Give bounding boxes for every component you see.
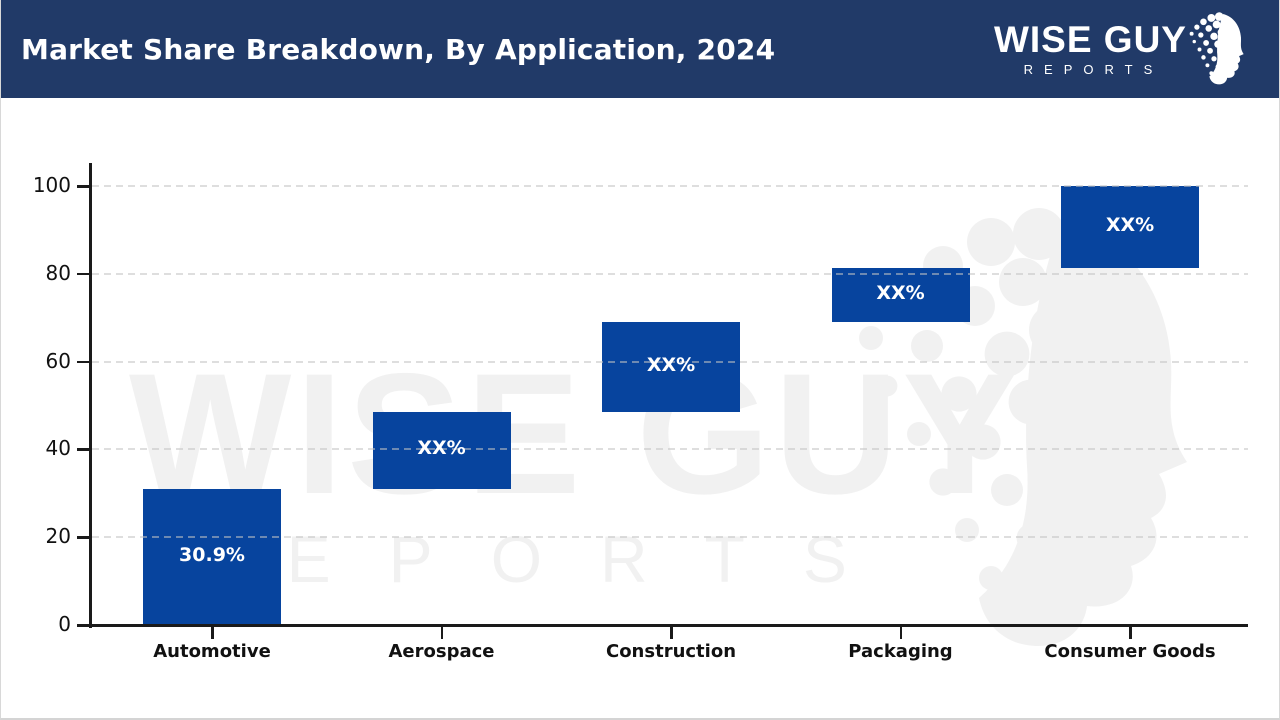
x-axis-label-aerospace: Aerospace — [388, 641, 495, 662]
x-axis-label-automotive: Automotive — [153, 641, 271, 662]
bar-value-label-aerospace: XX% — [417, 437, 466, 460]
gridline — [92, 448, 1248, 451]
y-tick-label: 0 — [58, 612, 71, 636]
bar-packaging — [831, 267, 970, 323]
y-tick — [77, 536, 89, 539]
x-tick — [670, 627, 673, 639]
x-axis-label-packaging: Packaging — [848, 641, 953, 662]
bar-value-label-consumer-goods: XX% — [1105, 213, 1155, 236]
bar-value-label-packaging: XX% — [876, 281, 925, 304]
y-tick-label: 80 — [45, 260, 71, 285]
bar-value-label-automotive: 30.9% — [179, 544, 245, 567]
brand-logo: WISE GUY REPORTS — [994, 10, 1247, 89]
y-tick — [77, 185, 89, 188]
gridline — [92, 185, 1248, 187]
bar-consumer-goods — [1061, 186, 1199, 268]
y-tick — [77, 448, 89, 451]
y-tick-label: 20 — [45, 524, 71, 549]
y-tick — [77, 360, 89, 364]
x-axis-label-construction: Construction — [605, 641, 737, 662]
brand-head-icon — [1181, 10, 1247, 89]
y-axis-line — [89, 163, 92, 628]
gridline — [92, 536, 1248, 539]
gridline — [92, 360, 1248, 363]
y-tick-label: 100 — [32, 173, 71, 197]
bar-automotive — [143, 489, 281, 625]
bar-value-label-construction: XX% — [646, 353, 696, 376]
x-tick — [440, 627, 443, 639]
y-tick — [77, 272, 89, 276]
gridline — [92, 272, 1248, 275]
x-axis-line — [87, 624, 1248, 627]
brand-logo-text: WISE GUY REPORTS — [994, 21, 1187, 77]
x-axis-label-consumer-goods: Consumer Goods — [1044, 641, 1216, 662]
y-tick-label: 60 — [45, 348, 71, 373]
bar-aerospace — [372, 411, 511, 490]
bar-construction — [602, 322, 740, 412]
brand-subtitle-label: REPORTS — [1023, 62, 1164, 77]
chart-canvas: WISE GUY REPORTS 0 20 40 60 80 100 30.9% Automo… — [1, 98, 1279, 718]
x-tick — [211, 627, 214, 639]
x-tick — [899, 627, 902, 639]
page-title: Market Share Breakdown, By Application, … — [21, 32, 776, 66]
y-tick-label: 40 — [45, 436, 71, 461]
x-tick — [1129, 627, 1132, 639]
header-bar: Market Share Breakdown, By Application, … — [1, 0, 1279, 98]
y-tick — [77, 624, 89, 627]
brand-name-label: WISE GUY — [993, 19, 1187, 60]
